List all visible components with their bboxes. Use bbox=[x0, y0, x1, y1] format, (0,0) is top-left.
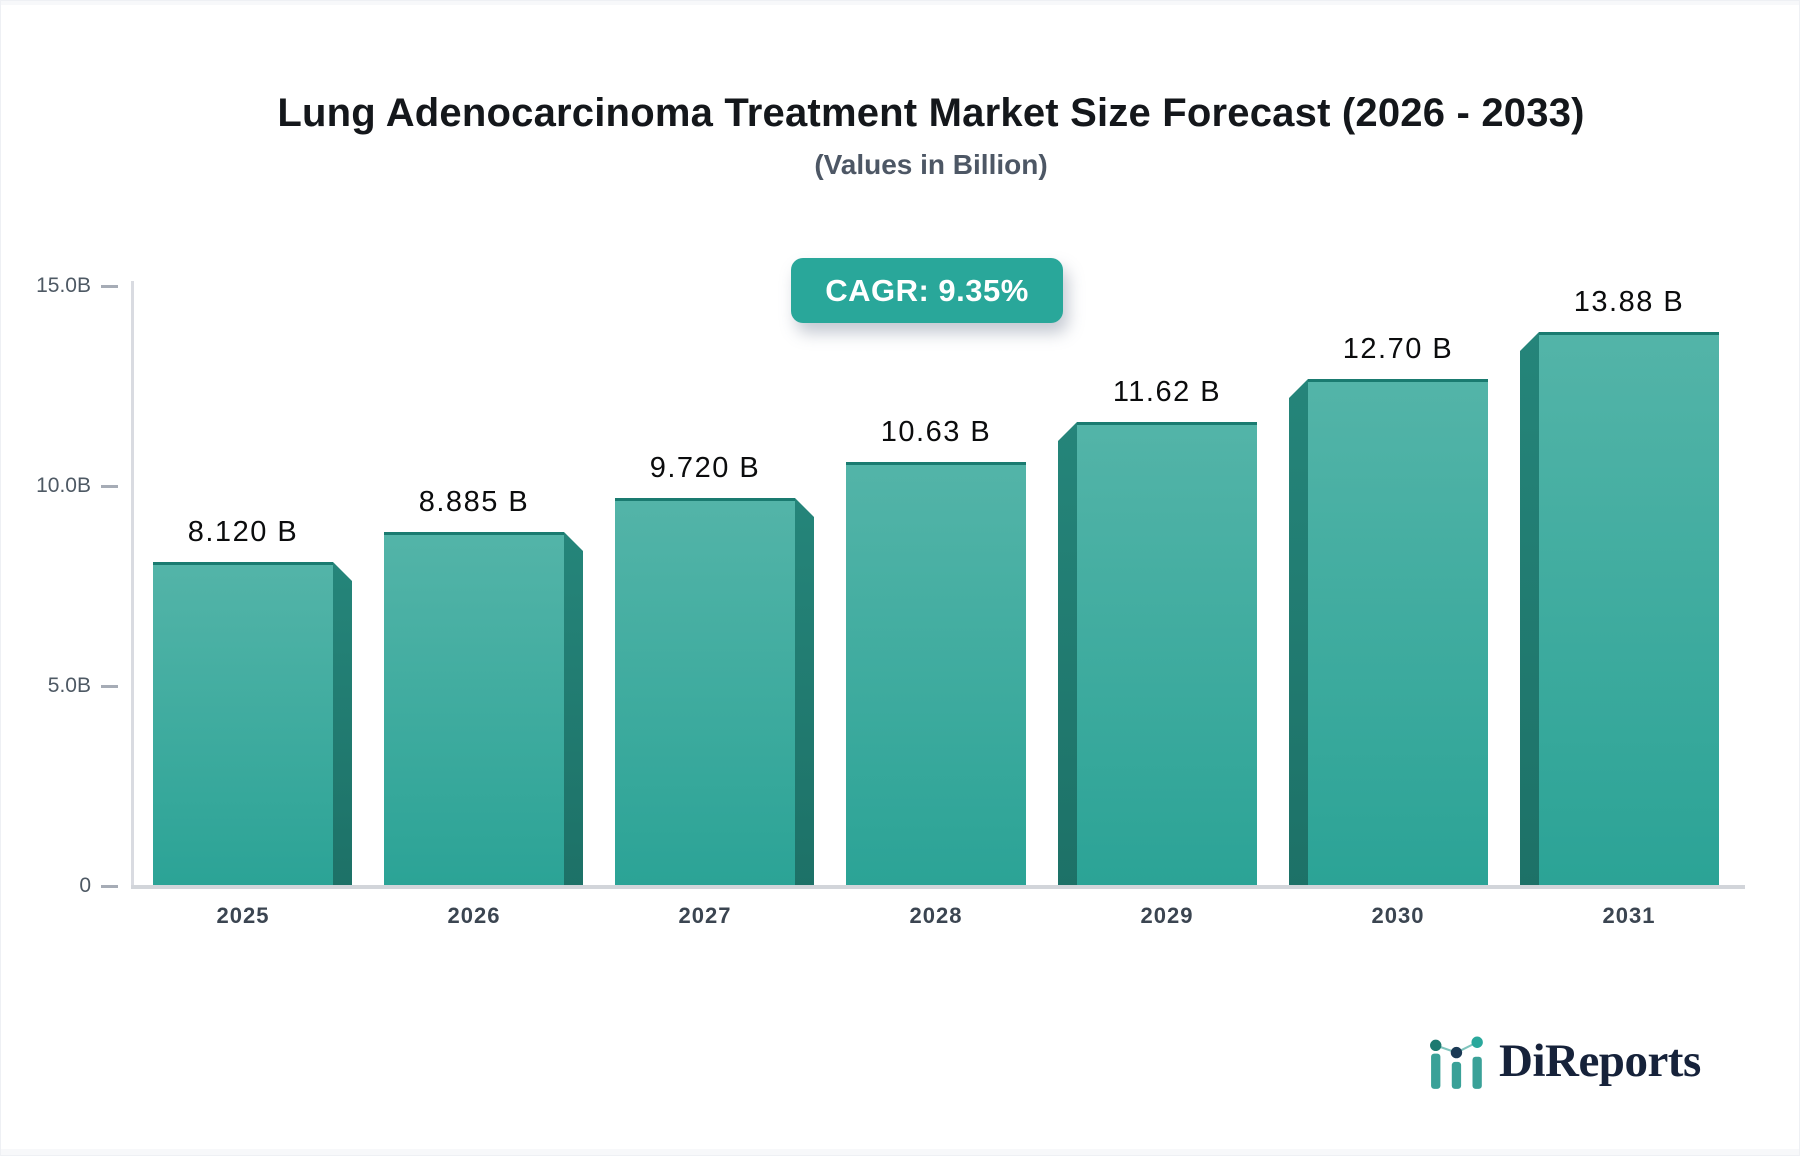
y-tick-dash bbox=[101, 685, 118, 688]
bar-value-label: 13.88 B bbox=[1573, 286, 1685, 318]
x-tick-label: 2027 bbox=[678, 903, 732, 928]
y-tick-label: 5.0B bbox=[47, 674, 91, 697]
y-tick-dash bbox=[101, 485, 118, 488]
bar-value-label: 9.720 B bbox=[649, 452, 761, 484]
brand-logo: DiReports bbox=[1426, 1031, 1701, 1097]
bar-shadow-2027 bbox=[795, 498, 814, 887]
x-tick-label: 2031 bbox=[1602, 903, 1656, 928]
bar-2029 bbox=[1077, 422, 1257, 887]
bar-value-label: 8.885 B bbox=[418, 486, 530, 518]
bar-2026 bbox=[384, 532, 564, 887]
bar-shadow-2031 bbox=[1520, 332, 1539, 887]
x-tick-label: 2025 bbox=[216, 903, 270, 928]
bar-2028 bbox=[846, 462, 1026, 887]
brand-logo-mark-icon bbox=[1430, 1036, 1483, 1089]
bottom-edge-strip bbox=[1, 1149, 1799, 1155]
y-tick-label: 10.0B bbox=[36, 474, 91, 497]
bar-shadow-2026 bbox=[564, 532, 583, 887]
x-tick-label: 2030 bbox=[1371, 903, 1425, 928]
bar-value-label: 8.120 B bbox=[187, 516, 299, 548]
x-tick-label: 2026 bbox=[447, 903, 501, 928]
y-tick-label: 0 bbox=[79, 874, 91, 897]
bar-shadow-2029 bbox=[1058, 422, 1077, 887]
bar-value-label: 10.63 B bbox=[880, 416, 992, 448]
bar-value-label: 12.70 B bbox=[1342, 333, 1454, 365]
y-tick-dash bbox=[101, 885, 118, 888]
brand-logo-text: DiReports bbox=[1499, 1034, 1701, 1087]
cagr-badge: CAGR: 9.35% bbox=[791, 258, 1063, 323]
chart-title: Lung Adenocarcinoma Treatment Market Siz… bbox=[277, 91, 1585, 135]
bar-2027 bbox=[615, 498, 795, 887]
bar-2031 bbox=[1539, 332, 1719, 887]
y-tick-dash bbox=[101, 285, 118, 288]
y-tick-label: 15.0B bbox=[36, 274, 91, 297]
top-edge-strip bbox=[1, 1, 1799, 5]
x-tick-label: 2028 bbox=[909, 903, 963, 928]
y-axis-line bbox=[131, 281, 134, 887]
chart-subtitle: (Values in Billion) bbox=[814, 149, 1048, 180]
bar-2025 bbox=[153, 562, 333, 887]
x-axis-line bbox=[131, 885, 1745, 889]
bar-shadow-2025 bbox=[333, 562, 352, 887]
bar-shadow-2030 bbox=[1289, 379, 1308, 887]
x-tick-label: 2029 bbox=[1140, 903, 1194, 928]
bar-2030 bbox=[1308, 379, 1488, 887]
bar-value-label: 11.62 B bbox=[1112, 376, 1222, 408]
cagr-badge-label: CAGR: 9.35% bbox=[825, 272, 1029, 308]
